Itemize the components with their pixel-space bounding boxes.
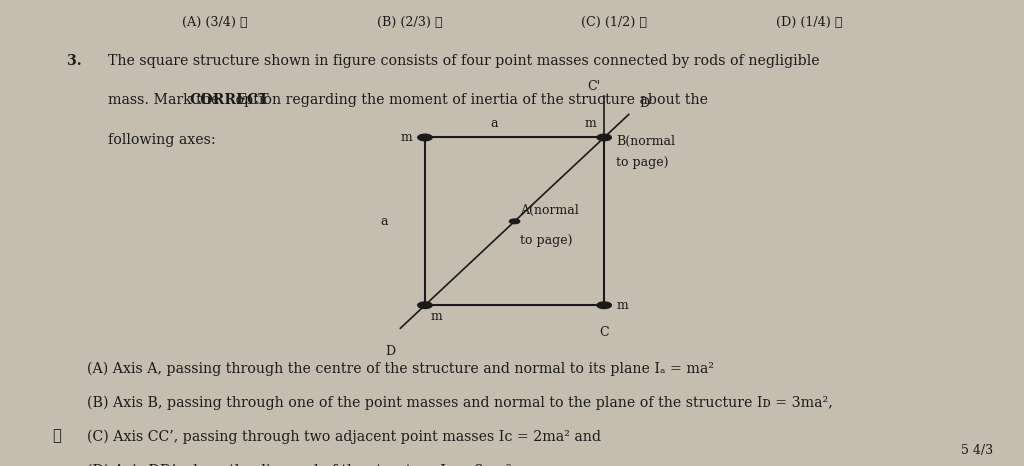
Text: (A) (3/4) ℓ: (A) (3/4) ℓ bbox=[182, 16, 248, 29]
Text: The square structure shown in figure consists of four point masses connected by : The square structure shown in figure con… bbox=[108, 54, 819, 68]
Text: a: a bbox=[490, 117, 498, 130]
Text: 3.: 3. bbox=[67, 54, 81, 68]
Circle shape bbox=[418, 134, 432, 141]
Text: option regarding the moment of inertia of the structure about the: option regarding the moment of inertia o… bbox=[231, 93, 708, 107]
Text: D': D' bbox=[639, 97, 652, 110]
Text: a: a bbox=[380, 215, 388, 228]
Text: C: C bbox=[599, 326, 609, 339]
Text: (B) (2/3) ℓ: (B) (2/3) ℓ bbox=[377, 16, 442, 29]
Text: following axes:: following axes: bbox=[108, 133, 215, 147]
Text: m: m bbox=[430, 310, 441, 323]
Text: ✓: ✓ bbox=[52, 429, 61, 443]
Text: m: m bbox=[616, 299, 628, 312]
Circle shape bbox=[509, 219, 519, 224]
Text: m: m bbox=[585, 117, 596, 130]
Text: B(normal: B(normal bbox=[616, 135, 676, 148]
Text: (D) Axis DD’, along the diagonal of the structure Iᴅ = 2ma²: (D) Axis DD’, along the diagonal of the … bbox=[87, 463, 512, 466]
Text: (C) (1/2) ℓ: (C) (1/2) ℓ bbox=[582, 16, 647, 29]
Circle shape bbox=[597, 302, 611, 308]
Text: to page): to page) bbox=[616, 156, 669, 169]
Text: m: m bbox=[401, 131, 413, 144]
Text: mass. Mark the: mass. Mark the bbox=[108, 93, 223, 107]
Text: to page): to page) bbox=[519, 234, 572, 247]
Text: C': C' bbox=[588, 80, 600, 93]
Text: (D) (1/4) ℓ: (D) (1/4) ℓ bbox=[776, 16, 842, 29]
Circle shape bbox=[597, 134, 611, 141]
Text: (B) Axis B, passing through one of the point masses and normal to the plane of t: (B) Axis B, passing through one of the p… bbox=[87, 395, 833, 410]
Text: CORRECT: CORRECT bbox=[189, 93, 269, 107]
Text: D: D bbox=[385, 344, 395, 357]
Text: 5 4/3: 5 4/3 bbox=[962, 444, 993, 457]
Circle shape bbox=[418, 302, 432, 308]
Text: (C) Axis CC’, passing through two adjacent point masses Iᴄ = 2ma² and: (C) Axis CC’, passing through two adjace… bbox=[87, 429, 601, 444]
Text: (A) Axis A, passing through the centre of the structure and normal to its plane : (A) Axis A, passing through the centre o… bbox=[87, 361, 714, 376]
Text: A(normal: A(normal bbox=[519, 204, 579, 217]
